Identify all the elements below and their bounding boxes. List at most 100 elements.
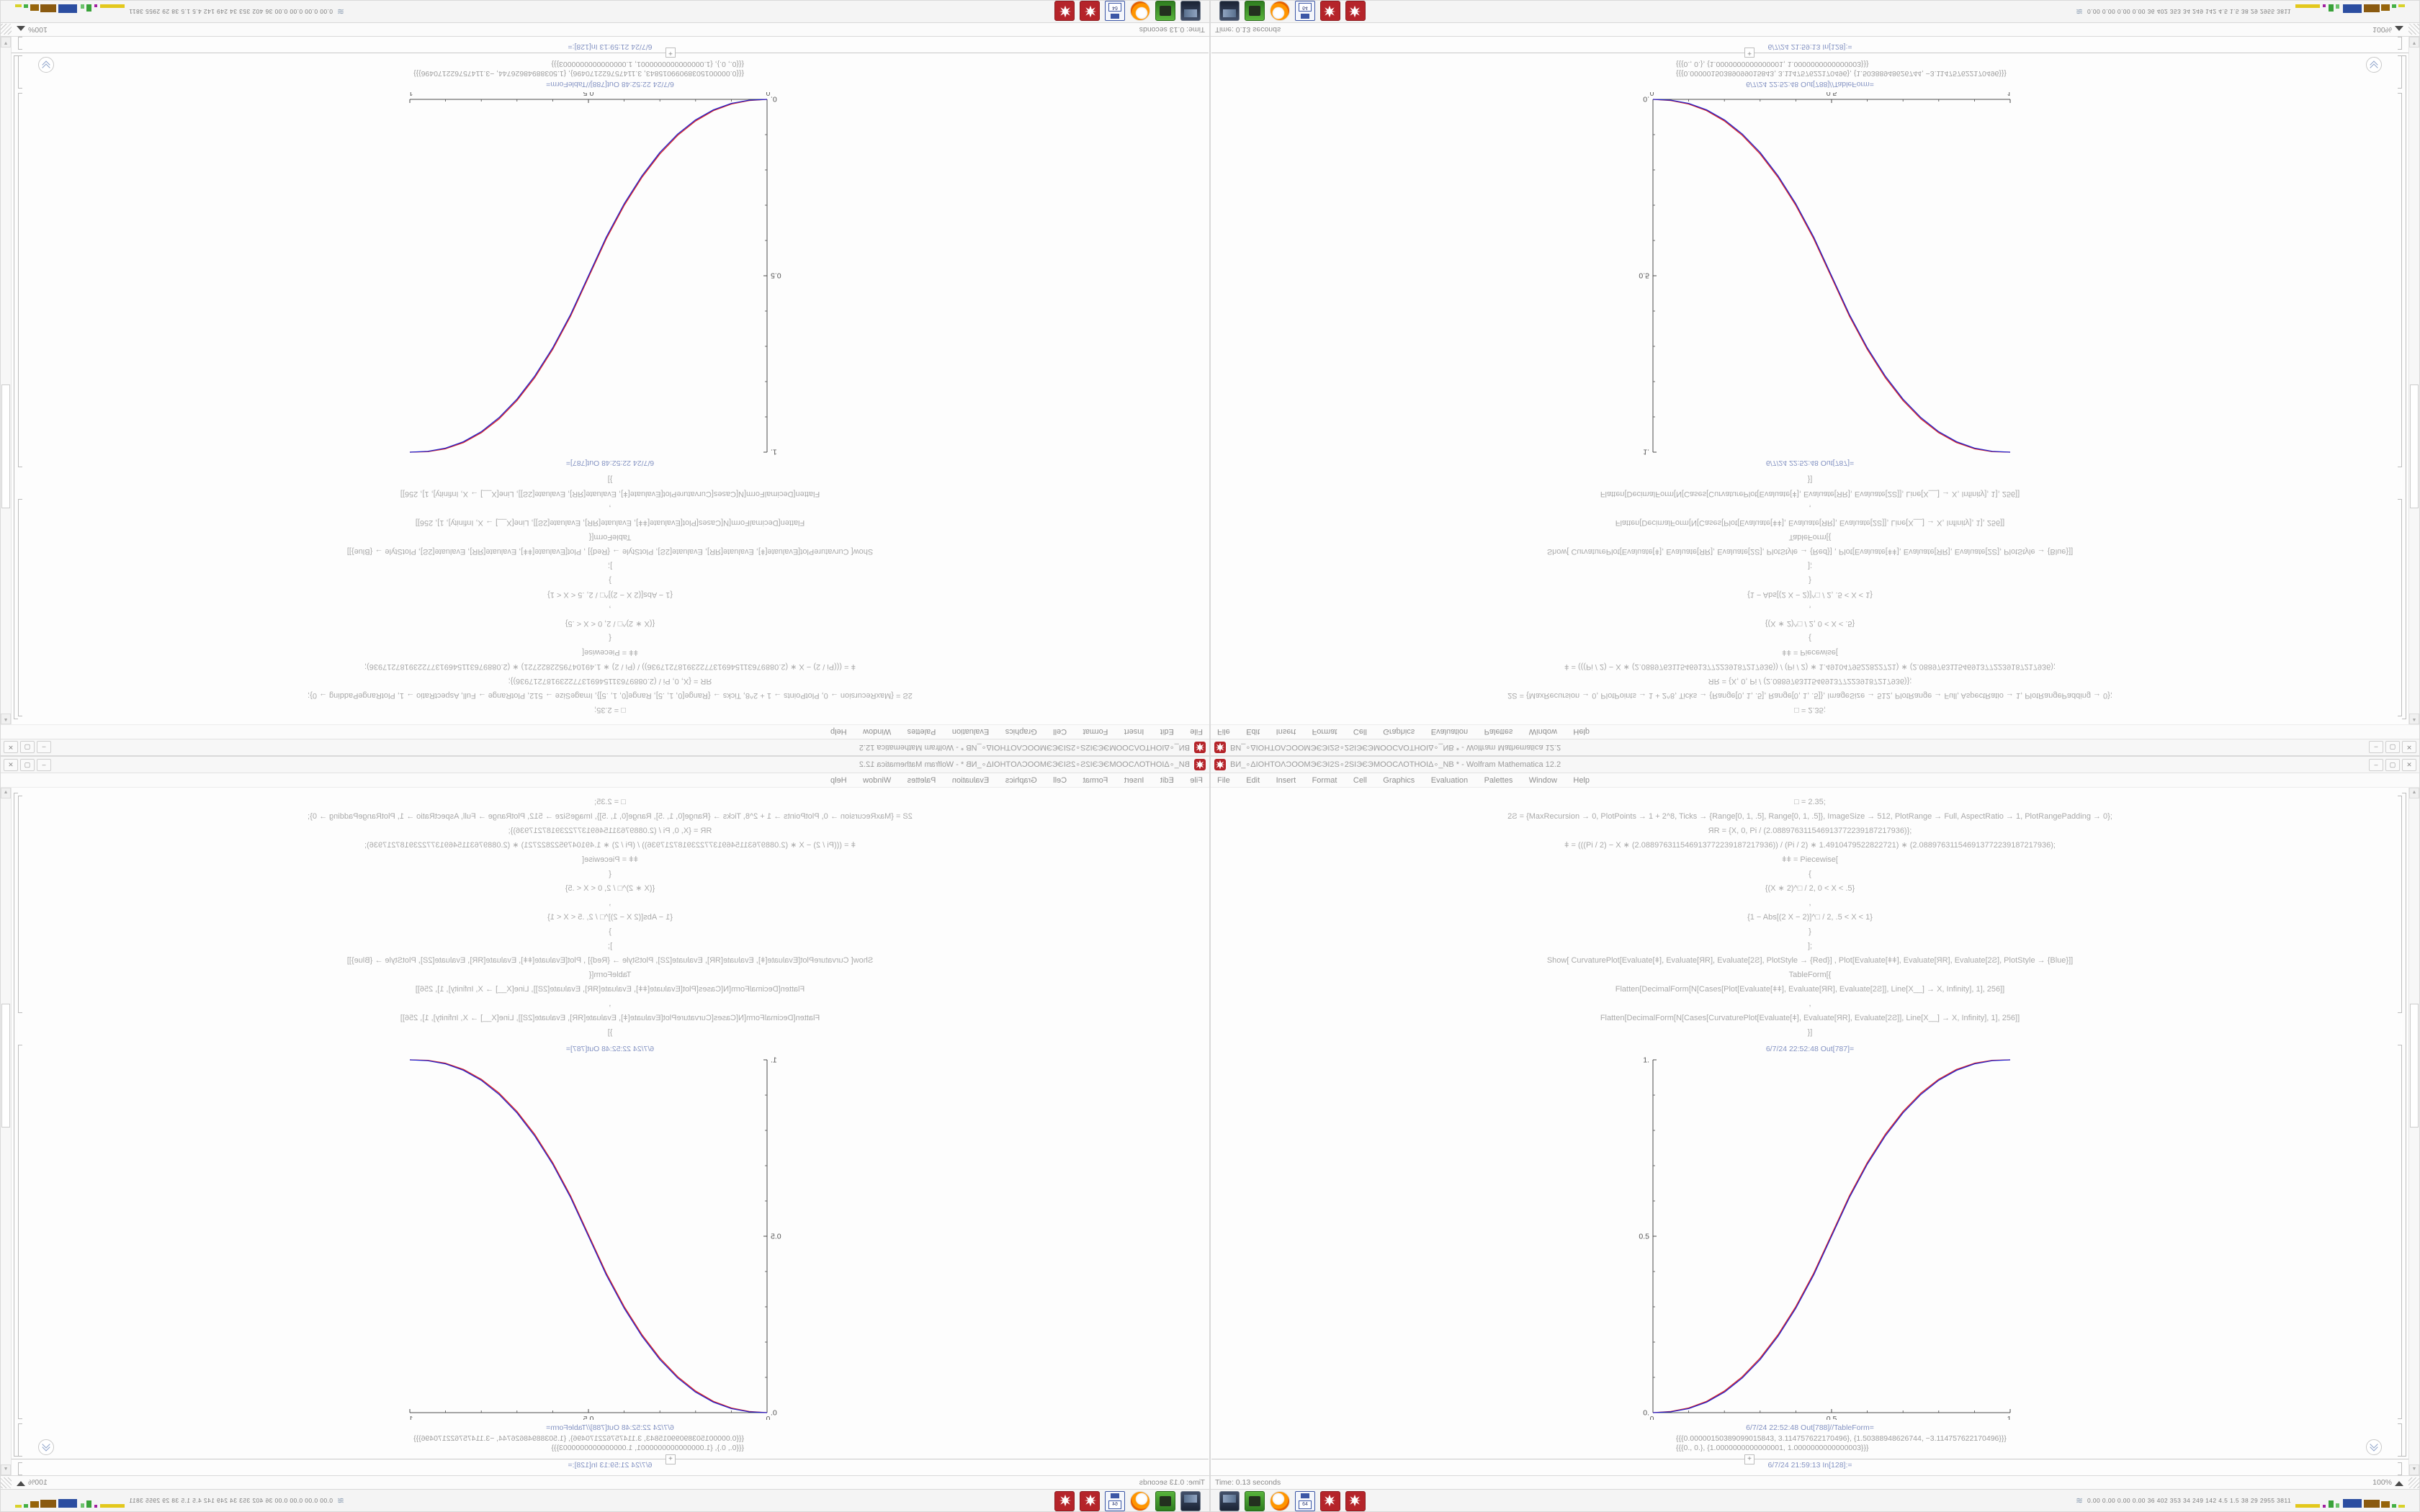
code-line[interactable]: ǂǂ = Piecewise[ (1782, 648, 1838, 657)
insert-cell-plus-icon[interactable]: + (1744, 48, 1754, 58)
input-cell-code[interactable]: □ = 2.35; 2Ƨ = {MaxRecursion → 0, PlotPo… (12, 472, 1209, 724)
window-titlebar[interactable]: ВИ_∘ΔΙΟΗΤΟΛƆΟΟΜЭЄЭΙ2Ѕ∘2ЅΙЭЄЭΜΟΟСΛΟΤΗΟΙΔ∘… (1211, 739, 2419, 755)
notebook-content[interactable]: □ = 2.35; 2Ƨ = {MaxRecursion → 0, PlotPo… (1211, 788, 2408, 1475)
system-monitor-icon[interactable]: ≋ (2075, 6, 2084, 17)
code-line[interactable]: { (1809, 634, 1811, 642)
close-button[interactable]: ✕ (4, 759, 18, 771)
in-cell-bracket[interactable] (18, 37, 22, 50)
scroll-up-arrow-icon[interactable]: ▲ (1, 788, 11, 798)
code-line[interactable]: ǂ = (((Pi / 2) − X ∗ (2.0889763115469137… (364, 841, 856, 850)
window-resize-grip[interactable] (2408, 24, 2419, 35)
mathematica-taskbar-icon[interactable] (1080, 1491, 1100, 1511)
scroll-to-end-button[interactable] (2366, 1439, 2382, 1455)
menu-window[interactable]: Window (1528, 776, 1557, 785)
cell-group-bracket[interactable] (2402, 793, 2406, 1457)
code-line[interactable]: Flatten[DecimalForm[N[Cases[Plot[Evaluat… (415, 985, 805, 994)
code-line[interactable]: {1 − Abs[(2 X − 2)]^□ / 2, .5 < X < 1} (1747, 913, 1873, 922)
code-line[interactable]: , (609, 999, 611, 1008)
menu-window[interactable]: Window (863, 776, 892, 785)
menu-palettes[interactable]: Palettes (907, 776, 936, 785)
code-line[interactable]: Flatten[DecimalForm[N[Cases[Plot[Evaluat… (415, 518, 805, 527)
code-line[interactable]: , (609, 504, 611, 513)
mathematica-taskbar-icon[interactable] (1054, 1491, 1075, 1511)
insert-cell-plus-icon[interactable]: + (1744, 1454, 1754, 1464)
mathematica-taskbar-icon[interactable] (1320, 1, 1340, 21)
plot-cell-bracket[interactable] (18, 1045, 22, 1419)
menu-evaluation[interactable]: Evaluation (951, 776, 990, 785)
system-monitor-icon[interactable]: ≋ (336, 6, 345, 17)
menu-format[interactable]: Format (1083, 727, 1108, 736)
display-capture-icon[interactable] (1219, 1491, 1240, 1511)
code-line[interactable]: ǂ = (((Pi / 2) − X ∗ (2.0889763115469137… (364, 662, 856, 671)
close-button[interactable]: ✕ (2402, 759, 2416, 771)
input-cell-code[interactable]: □ = 2.35; 2Ƨ = {MaxRecursion → 0, PlotPo… (1211, 788, 2408, 1040)
menu-help[interactable]: Help (1573, 727, 1590, 736)
menu-edit[interactable]: Edit (1246, 776, 1260, 785)
code-line[interactable]: {(X ∗ 2)^□ / 2, 0 < X < .5} (565, 619, 655, 628)
firefox-browser-icon[interactable] (1130, 1, 1150, 21)
menu-cell[interactable]: Cell (1353, 727, 1367, 736)
firefox-browser-icon[interactable] (1270, 1, 1290, 21)
menu-file[interactable]: File (1217, 727, 1230, 736)
input-cell-bracket[interactable] (2398, 796, 2402, 1013)
menu-insert[interactable]: Insert (1276, 727, 1296, 736)
menu-cell[interactable]: Cell (1053, 727, 1067, 736)
code-line[interactable]: ǂǂ = Piecewise[ (582, 855, 638, 864)
floppy-64-app-icon[interactable] (1105, 1, 1125, 21)
in-cell-bracket[interactable] (18, 1462, 22, 1475)
vertical-scrollbar[interactable]: ▲ ▼ (2408, 788, 2419, 1475)
code-line[interactable]: {(X ∗ 2)^□ / 2, 0 < X < .5} (565, 884, 655, 893)
plot-cell-bracket[interactable] (18, 93, 22, 467)
menu-insert[interactable]: Insert (1124, 727, 1144, 736)
code-line[interactable]: ЯR = {X, 0, Pi / (2.08897631154691377223… (1708, 677, 1912, 685)
code-line[interactable]: }] (1807, 475, 1813, 484)
code-line[interactable]: { (1809, 870, 1811, 878)
code-line[interactable]: 2Ƨ = {MaxRecursion → 0, PlotPoints → 1 +… (308, 812, 913, 821)
magnification-value[interactable]: 100% (28, 25, 48, 34)
code-line[interactable]: ]; (607, 562, 613, 570)
display-capture-icon[interactable] (1180, 1491, 1201, 1511)
code-line[interactable]: Flatten[DecimalForm[N[Cases[Plot[Evaluat… (1615, 518, 2005, 527)
magnification-value[interactable]: 100% (28, 1478, 48, 1487)
input-cell-bracket[interactable] (18, 499, 22, 716)
code-line[interactable]: ]; (607, 942, 613, 950)
menu-graphics[interactable]: Graphics (1005, 776, 1037, 785)
menu-palettes[interactable]: Palettes (907, 727, 936, 736)
code-line[interactable]: {1 − Abs[(2 X − 2)]^□ / 2, .5 < X < 1} (1747, 590, 1873, 599)
scroll-down-arrow-icon[interactable]: ▼ (2409, 37, 2419, 48)
minimize-button[interactable]: – (2369, 759, 2383, 771)
code-line[interactable]: { (609, 870, 611, 878)
menu-help[interactable]: Help (1573, 776, 1590, 785)
code-line[interactable]: }] (1807, 1028, 1813, 1037)
scrollbar-thumb[interactable] (2410, 1004, 2419, 1128)
code-line[interactable]: }] (607, 1028, 613, 1037)
green-card-app-icon[interactable] (1155, 1, 1175, 21)
code-line[interactable]: Show[ CurvaturePlot[Evaluate[ǂ], Evaluat… (1546, 547, 2074, 556)
table-cell-bracket[interactable] (2398, 55, 2402, 89)
floppy-64-app-icon[interactable] (1295, 1, 1315, 21)
code-line[interactable]: ]; (1807, 942, 1813, 950)
code-line[interactable]: Show[ CurvaturePlot[Evaluate[ǂ], Evaluat… (346, 547, 874, 556)
menu-cell[interactable]: Cell (1353, 776, 1367, 785)
code-line[interactable]: , (1809, 999, 1811, 1008)
display-capture-icon[interactable] (1219, 1, 1240, 21)
input-cell-code[interactable]: □ = 2.35; 2Ƨ = {MaxRecursion → 0, PlotPo… (12, 788, 1209, 1040)
scrollbar-thumb[interactable] (2410, 384, 2419, 508)
firefox-browser-icon[interactable] (1270, 1491, 1290, 1511)
code-line[interactable]: } (1809, 927, 1811, 936)
input-cell-bracket[interactable] (18, 796, 22, 1013)
floppy-64-app-icon[interactable] (1105, 1491, 1125, 1511)
scroll-down-arrow-icon[interactable]: ▼ (1, 1464, 11, 1475)
green-card-app-icon[interactable] (1155, 1491, 1175, 1511)
menu-evaluation[interactable]: Evaluation (1430, 776, 1469, 785)
cell-group-bracket[interactable] (2402, 55, 2406, 719)
code-line[interactable]: ]; (1807, 562, 1813, 570)
code-line[interactable]: TableForm[{ (1788, 971, 1832, 979)
window-resize-grip[interactable] (1, 24, 12, 35)
code-line[interactable]: □ = 2.35; (594, 706, 626, 714)
vertical-scrollbar[interactable]: ▲ ▼ (1, 788, 12, 1475)
floppy-64-app-icon[interactable] (1295, 1491, 1315, 1511)
menu-insert[interactable]: Insert (1276, 776, 1296, 785)
close-button[interactable]: ✕ (2402, 741, 2416, 753)
table-cell-bracket[interactable] (2398, 1423, 2402, 1457)
